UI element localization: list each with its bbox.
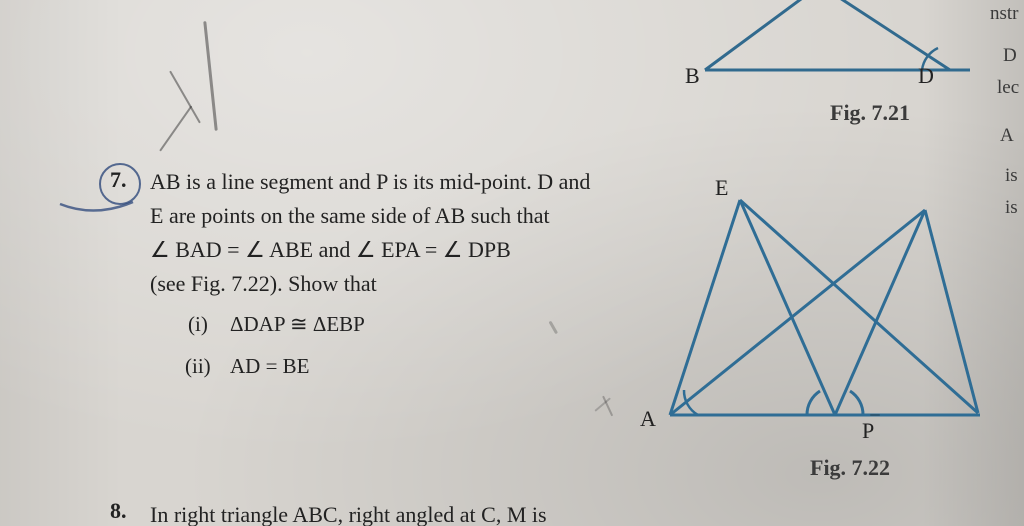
q7-sub-ii-label: (ii) [185, 350, 211, 384]
fig-7-22-label-a: A [640, 406, 656, 432]
q7-sub-i-label: (i) [188, 308, 208, 342]
fig-7-22-caption: Fig. 7.22 [810, 455, 890, 481]
margin-lec: lec [997, 77, 1019, 99]
page-root: B D Fig. 7.21 nstr D lec A is is 7. AB i… [0, 0, 1024, 526]
q8-line1: In right triangle ABC, right angled at C… [150, 498, 670, 526]
q7-underline [55, 196, 135, 221]
fig-7-22-label-p: P [862, 418, 874, 444]
margin-d: D [1003, 45, 1017, 67]
q7-number: 7. [110, 167, 127, 193]
margin-a: A [1000, 125, 1014, 147]
fig-7-21-caption: Fig. 7.21 [830, 100, 910, 126]
q7-line1: AB is a line segment and P is its mid-po… [150, 165, 660, 199]
q7-sub-ii-text: AD = BE [230, 350, 310, 384]
q8-number: 8. [110, 498, 127, 524]
pencil-stroke [159, 105, 192, 151]
q7-sub-i-text: ΔDAP ≅ ΔEBP [230, 308, 365, 342]
q7-line3: ∠ BAD = ∠ ABE and ∠ EPA = ∠ DPB [150, 233, 670, 267]
margin-is1: is [1005, 165, 1018, 187]
q7-line2: E are points on the same side of AB such… [150, 199, 660, 233]
fig-7-22-label-e: E [715, 175, 728, 201]
fig-7-22-svg [640, 175, 980, 440]
pencil-dot [549, 321, 558, 334]
margin-is2: is [1005, 197, 1018, 219]
q7-line4: (see Fig. 7.22). Show that [150, 267, 660, 301]
pencil-tick [870, 414, 880, 416]
margin-nstr: nstr [990, 3, 1019, 25]
pencil-stroke [204, 21, 218, 131]
fig-7-21-label-d: D [918, 63, 934, 89]
fig-7-21-label-b: B [685, 63, 700, 89]
